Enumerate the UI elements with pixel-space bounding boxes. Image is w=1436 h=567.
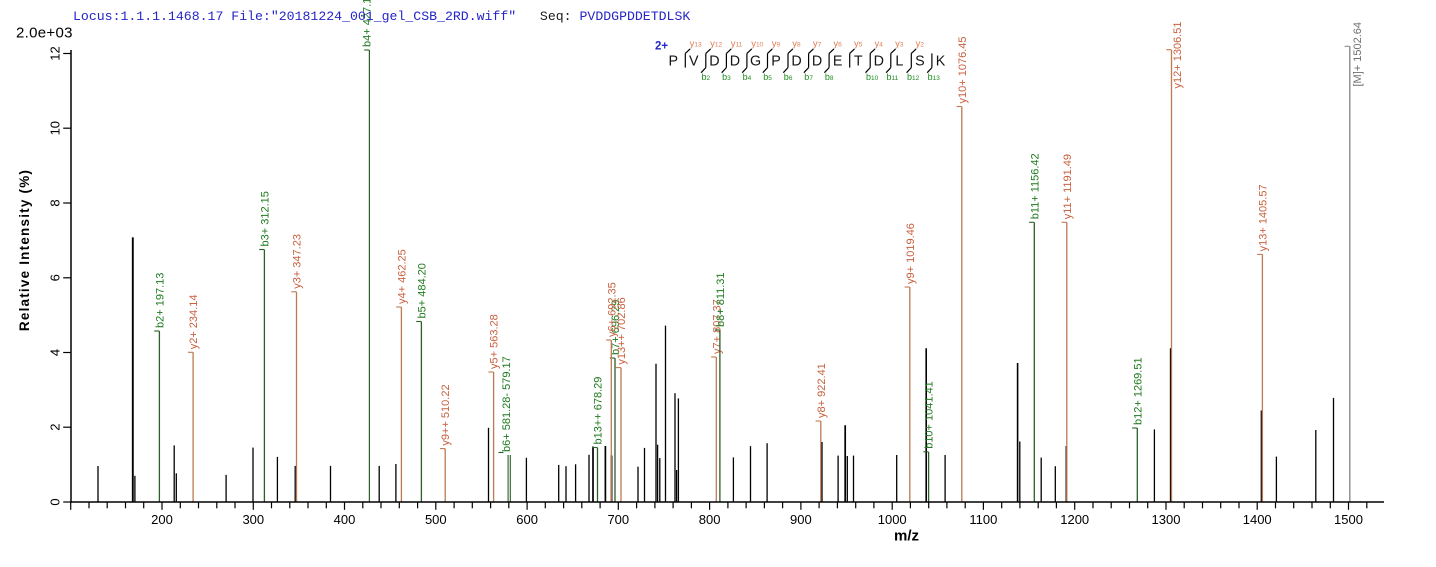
svg-text:y9: y9 — [772, 38, 781, 49]
svg-text:800: 800 — [699, 512, 721, 527]
svg-text:12: 12 — [47, 46, 62, 60]
svg-text:K: K — [936, 54, 946, 70]
svg-text:y8: y8 — [792, 38, 801, 49]
svg-text:b8+ 811.31: b8+ 811.31 — [715, 272, 727, 327]
svg-text:y8+ 922.41: y8+ 922.41 — [816, 363, 828, 418]
svg-text:b2: b2 — [702, 72, 711, 82]
svg-text:b11+ 1156.42: b11+ 1156.42 — [1029, 153, 1041, 219]
svg-text:b7+ 696.29: b7+ 696.29 — [610, 300, 622, 355]
svg-text:0: 0 — [47, 498, 62, 505]
svg-text:200: 200 — [151, 512, 173, 527]
svg-text:y13+ 1405.57: y13+ 1405.57 — [1257, 184, 1269, 251]
svg-text:b5+ 484.20: b5+ 484.20 — [416, 263, 428, 318]
svg-text:y5: y5 — [854, 38, 863, 49]
svg-text:L: L — [895, 54, 903, 70]
svg-text:[M]+ 1502.64: [M]+ 1502.64 — [1352, 22, 1364, 87]
svg-text:b8: b8 — [825, 72, 834, 82]
svg-text:b12+ 1269.51: b12+ 1269.51 — [1132, 357, 1144, 425]
svg-text:b12: b12 — [907, 72, 920, 82]
svg-text:1400: 1400 — [1243, 512, 1272, 527]
svg-text:1200: 1200 — [1060, 512, 1089, 527]
svg-text:700: 700 — [607, 512, 629, 527]
svg-text:b6+ 581.28- 579.17: b6+ 581.28- 579.17 — [501, 356, 513, 452]
svg-text:1100: 1100 — [969, 512, 997, 527]
svg-text:E: E — [833, 54, 843, 70]
svg-text:P: P — [771, 54, 781, 70]
svg-text:b6: b6 — [784, 72, 793, 82]
svg-text:900: 900 — [790, 512, 812, 527]
svg-text:D: D — [709, 54, 719, 70]
svg-text:b10: b10 — [866, 72, 879, 82]
svg-text:b4: b4 — [743, 72, 752, 82]
svg-text:D: D — [874, 54, 884, 70]
svg-text:G: G — [750, 54, 761, 70]
svg-text:400: 400 — [334, 512, 356, 527]
svg-text:y4+ 462.25: y4+ 462.25 — [396, 249, 408, 304]
svg-text:10: 10 — [47, 121, 62, 135]
svg-text:y6+ 692.35: y6+ 692.35 — [606, 282, 618, 337]
svg-text:y3+ 347.23: y3+ 347.23 — [292, 234, 304, 289]
svg-text:y11: y11 — [731, 38, 743, 49]
svg-text:y3: y3 — [895, 38, 904, 49]
svg-text:2+: 2+ — [655, 41, 668, 53]
svg-text:y13++ 702.86: y13++ 702.86 — [616, 297, 628, 364]
svg-text:y13: y13 — [690, 38, 702, 49]
svg-text:1000: 1000 — [878, 512, 907, 527]
svg-text:V: V — [689, 54, 699, 70]
svg-text:m/z: m/z — [894, 528, 919, 545]
svg-text:300: 300 — [242, 512, 264, 527]
svg-text:2.0e+03: 2.0e+03 — [16, 25, 73, 42]
svg-text:y12+ 1306.51: y12+ 1306.51 — [1172, 22, 1184, 89]
svg-text:T: T — [854, 54, 863, 70]
svg-text:D: D — [730, 54, 740, 70]
svg-text:b3+ 312.15: b3+ 312.15 — [259, 191, 271, 246]
svg-text:y7: y7 — [813, 38, 822, 49]
svg-text:y12: y12 — [710, 38, 722, 49]
svg-text:b5: b5 — [763, 72, 772, 82]
svg-text:y2+ 234.14: y2+ 234.14 — [188, 295, 200, 350]
svg-text:y5+ 563.28: y5+ 563.28 — [489, 314, 501, 369]
svg-text:y4: y4 — [875, 38, 884, 49]
svg-text:1500: 1500 — [1334, 512, 1363, 527]
svg-text:y9++ 510.22: y9++ 510.22 — [440, 384, 452, 445]
svg-text:500: 500 — [425, 512, 447, 527]
svg-text:b3: b3 — [722, 72, 731, 82]
svg-text:y6: y6 — [833, 38, 842, 49]
svg-text:P: P — [669, 54, 679, 70]
svg-text:y11+ 1191.49: y11+ 1191.49 — [1062, 154, 1074, 219]
svg-text:2: 2 — [47, 424, 62, 431]
svg-text:600: 600 — [516, 512, 538, 527]
svg-text:b2+ 197.13: b2+ 197.13 — [154, 273, 166, 328]
svg-text:1300: 1300 — [1152, 512, 1181, 527]
svg-text:y10: y10 — [751, 38, 763, 49]
svg-text:y9+ 1019.46: y9+ 1019.46 — [905, 223, 917, 284]
svg-text:D: D — [812, 54, 822, 70]
svg-text:y2: y2 — [916, 38, 925, 49]
svg-text:b11: b11 — [887, 72, 899, 82]
svg-text:b7: b7 — [804, 72, 813, 82]
svg-text:b4+ 427.19: b4+ 427.19 — [361, 0, 373, 47]
svg-text:y10+ 1076.45: y10+ 1076.45 — [957, 37, 969, 104]
svg-text:Locus:1.1.1.1468.17 File:"2018: Locus:1.1.1.1468.17 File:"20181224_001_g… — [73, 9, 690, 24]
svg-text:D: D — [791, 54, 801, 70]
svg-text:4: 4 — [47, 349, 62, 356]
svg-text:b10+ 1041.41: b10+ 1041.41 — [924, 381, 936, 449]
svg-text:b13: b13 — [928, 72, 941, 82]
svg-text:Relative Intensity (%): Relative Intensity (%) — [17, 169, 32, 331]
svg-text:S: S — [915, 54, 925, 70]
svg-text:8: 8 — [47, 199, 62, 206]
svg-text:6: 6 — [47, 274, 62, 281]
svg-text:b13++ 678.29: b13++ 678.29 — [593, 377, 605, 445]
